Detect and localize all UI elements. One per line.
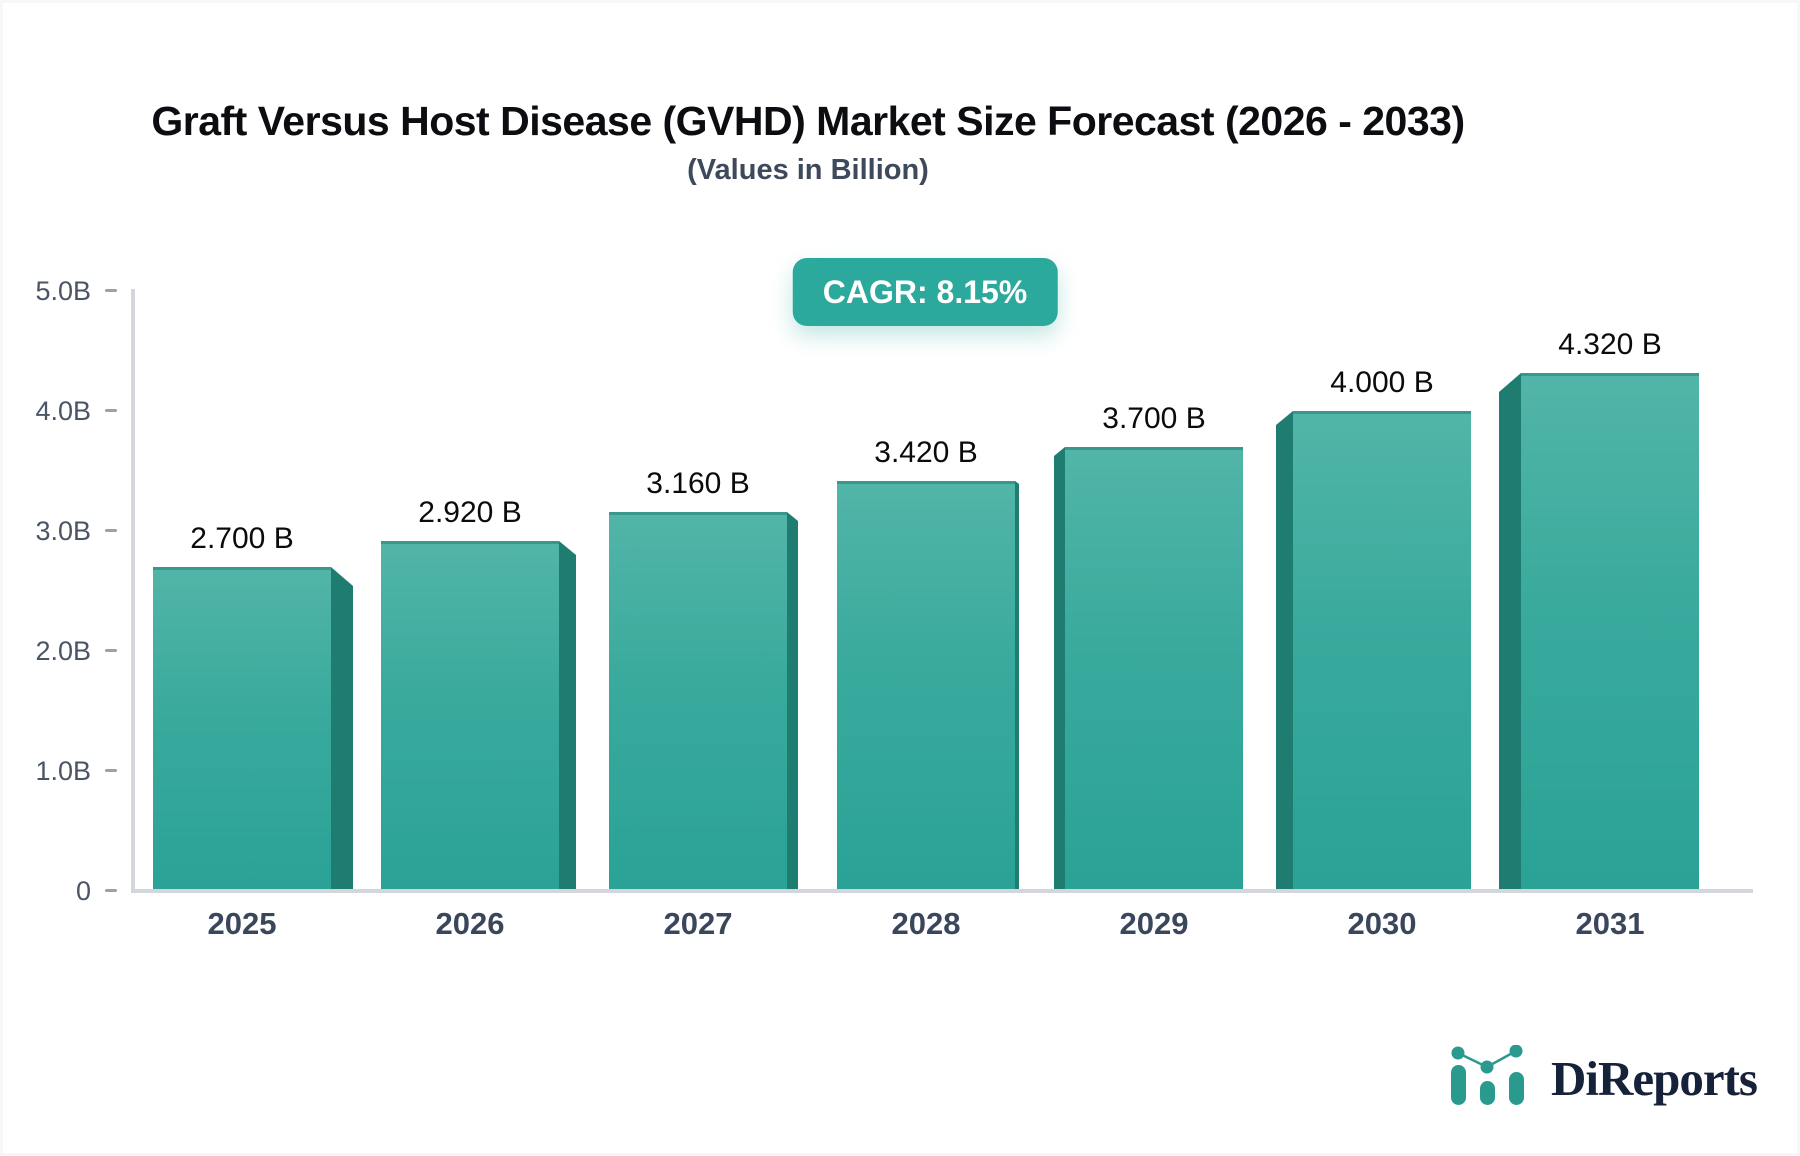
chart-title: Graft Versus Host Disease (GVHD) Market … — [151, 98, 1465, 144]
chart-card: Graft Versus Host Disease (GVHD) Market … — [3, 3, 1797, 1153]
bar-side-3d — [331, 567, 353, 891]
brand-logo: DiReports — [1447, 1044, 1758, 1112]
y-axis-line — [131, 289, 135, 891]
bar-2028 — [837, 481, 1015, 891]
x-axis-label-2025: 2025 — [207, 906, 277, 941]
cagr-badge: CAGR: 8.15% — [792, 258, 1058, 326]
x-axis-label-2031: 2031 — [1575, 906, 1645, 941]
bar-value-label: 2.920 B — [418, 496, 522, 529]
bar-2026 — [381, 541, 559, 891]
x-axis-line — [131, 889, 1753, 893]
x-axis-label-2027: 2027 — [663, 906, 733, 941]
bar-value-label: 3.700 B — [1102, 402, 1206, 435]
y-axis-tick-mark — [105, 889, 117, 892]
x-axis-label-2028: 2028 — [891, 906, 961, 941]
y-axis-tick-label: 0 — [75, 876, 91, 906]
bar-side-3d — [1015, 481, 1019, 891]
chart-header: Graft Versus Host Disease (GVHD) Market … — [3, 97, 1613, 188]
y-axis-tick-label: 3.0B — [35, 516, 91, 546]
brand-logo-text: DiReports — [1550, 1050, 1758, 1106]
bar-2025 — [153, 567, 331, 891]
bar-side-3d — [787, 512, 798, 891]
x-axis-label-2030: 2030 — [1347, 906, 1417, 941]
y-axis-tick-mark — [105, 289, 117, 292]
bar-value-label: 4.000 B — [1330, 366, 1434, 399]
y-axis-tick-label: 4.0B — [35, 396, 91, 426]
mini-bar-line-chart-icon — [1447, 1044, 1543, 1112]
bar-side-3d — [1276, 411, 1293, 891]
y-axis-tick-label: 1.0B — [35, 756, 91, 786]
bar-value-label: 3.420 B — [874, 436, 978, 469]
y-axis-tick-label: 2.0B — [35, 636, 91, 666]
bar-side-3d — [559, 541, 576, 891]
y-axis-tick-mark — [105, 409, 117, 412]
bar-value-label: 4.320 B — [1558, 328, 1662, 361]
bar-value-label: 2.700 B — [190, 522, 294, 555]
bar-side-3d — [1499, 373, 1521, 891]
bar-2031 — [1521, 373, 1699, 891]
x-axis-label-2026: 2026 — [435, 906, 505, 941]
bar-side-3d — [1054, 447, 1065, 891]
chart-subtitle: (Values in Billion) — [687, 154, 929, 186]
bar-2029 — [1065, 447, 1243, 891]
y-axis-tick-label: 5.0B — [35, 276, 91, 306]
y-axis-tick-mark — [105, 769, 117, 772]
x-axis-label-2029: 2029 — [1119, 906, 1189, 941]
bar-2030 — [1293, 411, 1471, 891]
bar-value-label: 3.160 B — [646, 467, 750, 500]
bar-2027 — [609, 512, 787, 891]
y-axis-tick-mark — [105, 649, 117, 652]
y-axis-tick-mark — [105, 529, 117, 532]
